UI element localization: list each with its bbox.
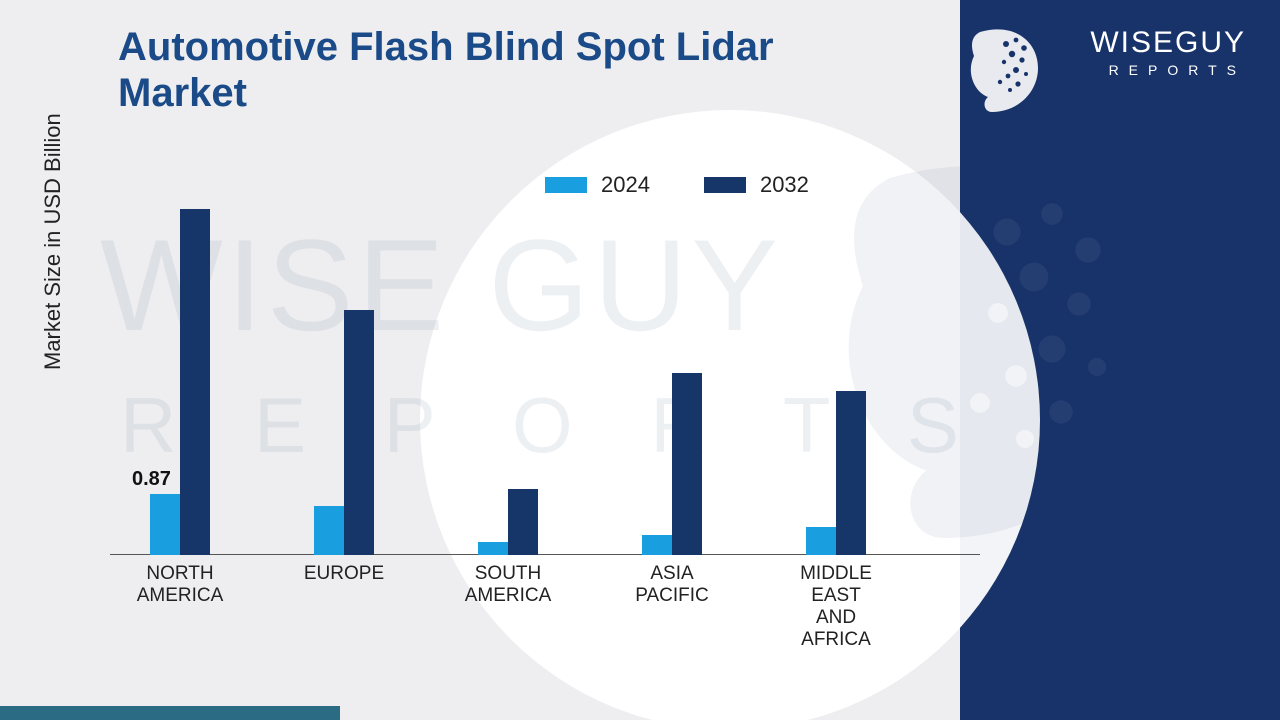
chart-title: Automotive Flash Blind Spot Lidar Market: [118, 24, 818, 116]
bar-2032: [508, 489, 538, 556]
plot-area: [110, 205, 980, 555]
brand-reports: REPORTS: [1090, 62, 1246, 78]
brand-guy: GUY: [1175, 26, 1246, 59]
legend-item-2032: 2032: [704, 172, 809, 198]
brand-logo: WISEGUY REPORTS: [1090, 26, 1246, 78]
bar-group: [448, 489, 568, 556]
legend-item-2024: 2024: [545, 172, 650, 198]
bar-2024: [806, 527, 836, 555]
bar-group: [776, 391, 896, 556]
bar-2024: [150, 494, 180, 555]
legend-label-2024: 2024: [601, 172, 650, 198]
bar-data-label: 0.87: [132, 468, 171, 491]
y-axis-label: Market Size in USD Billion: [40, 113, 66, 370]
bar-2024: [314, 506, 344, 555]
bar-2024: [478, 542, 508, 555]
legend-swatch-2032: [704, 177, 746, 193]
x-axis-label: EUROPE: [274, 563, 414, 585]
bar-2032: [836, 391, 866, 556]
bar-group: [284, 310, 404, 555]
bar-2024: [642, 535, 672, 555]
x-axis-label: SOUTH AMERICA: [438, 563, 578, 607]
bar-group: [612, 373, 732, 555]
legend-swatch-2024: [545, 177, 587, 193]
legend-label-2032: 2032: [760, 172, 809, 198]
brand-wise: WISE: [1090, 26, 1175, 59]
legend: 2024 2032: [545, 172, 809, 198]
x-axis-label: ASIA PACIFIC: [602, 563, 742, 607]
bar-2032: [672, 373, 702, 555]
bar-2032: [180, 209, 210, 556]
x-axis-label: MIDDLE EAST AND AFRICA: [766, 563, 906, 650]
brand-head-icon: [960, 22, 1040, 114]
bar-group: [120, 209, 240, 556]
chart-canvas: WISEGUY REPORTS WISE GUY R E P O R T S A…: [0, 0, 1280, 720]
x-axis-label: NORTH AMERICA: [110, 563, 250, 607]
bar-2032: [344, 310, 374, 555]
bottom-accent-bar: [0, 706, 340, 720]
